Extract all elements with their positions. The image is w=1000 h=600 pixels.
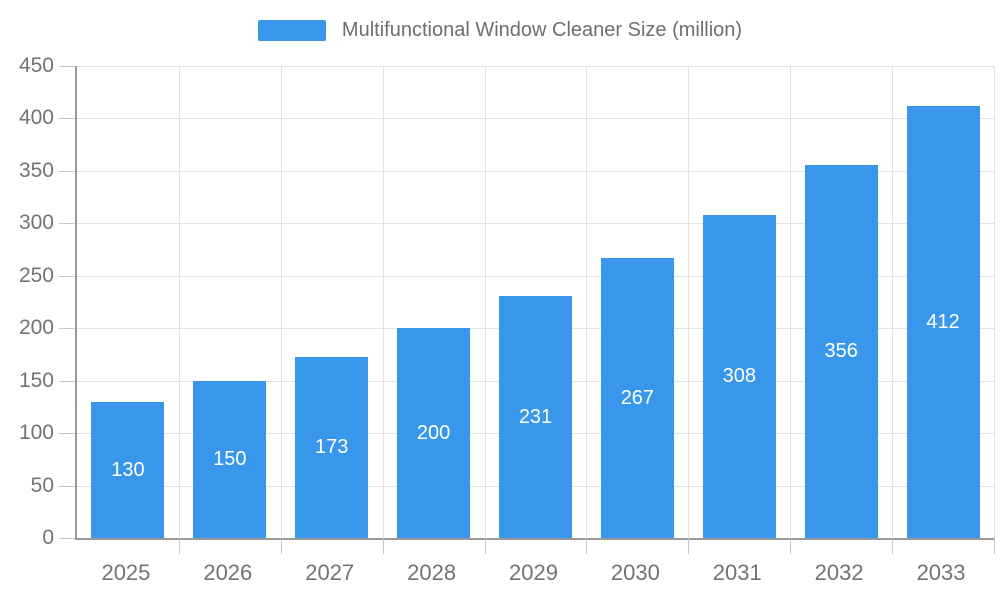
- x-axis-tick-label: 2030: [610, 560, 660, 585]
- bar-2033[interactable]: 412: [906, 105, 980, 538]
- x-axis-tick-label: 2033: [916, 560, 966, 585]
- y-axis-tick: [59, 433, 75, 435]
- gridline-vertical: [484, 66, 486, 538]
- x-axis-tick: [994, 538, 995, 554]
- gridline-vertical: [178, 66, 180, 538]
- bar-value-label: 173: [315, 436, 349, 459]
- gridline-horizontal: [77, 170, 994, 172]
- y-axis-tick: [59, 328, 75, 330]
- x-axis-tick: [382, 538, 384, 554]
- gridline-vertical: [586, 66, 588, 538]
- legend: Multifunctional Window Cleaner Size (mil…: [0, 18, 1000, 42]
- x-axis-tick: [484, 538, 486, 554]
- x-axis-tick-label: 2027: [305, 560, 355, 585]
- gridline-vertical: [790, 66, 792, 538]
- y-axis-labels: 0 50 100 150 200 250 300 350 400 450: [0, 0, 54, 600]
- x-axis-tick-label: 2029: [509, 560, 558, 585]
- x-axis-labels: 2025 2026 2027 2028 2029 2030 2031 2032 2033: [75, 560, 992, 590]
- y-axis-tick-label: 350: [18, 158, 54, 182]
- x-axis-tick: [892, 538, 894, 554]
- bar-value-label: 412: [926, 310, 960, 333]
- y-axis-tick-label: 300: [18, 211, 54, 235]
- bar-value-label: 231: [518, 405, 553, 428]
- bar-2025[interactable]: 130: [91, 401, 165, 538]
- bar-value-label: 150: [213, 448, 247, 471]
- y-axis-tick-label: 250: [18, 263, 54, 287]
- x-axis-tick-label: 2025: [101, 560, 151, 585]
- legend-label: Multifunctional Window Cleaner Size (mil…: [341, 19, 743, 41]
- bar-value-label: 200: [416, 422, 451, 445]
- y-axis-tick: [59, 380, 75, 382]
- y-axis-tick-label: 200: [18, 316, 54, 340]
- y-axis-tick-label: 150: [18, 368, 54, 392]
- bar-value-label: 356: [824, 340, 858, 363]
- bar-value-label: 130: [111, 458, 145, 481]
- gridline-vertical: [382, 66, 384, 538]
- y-axis-tick: [59, 170, 75, 172]
- bar-2028[interactable]: 200: [397, 328, 471, 538]
- y-axis-tick: [59, 485, 75, 487]
- bar-2027[interactable]: 173: [295, 356, 369, 538]
- y-axis-tick-label: 400: [18, 106, 54, 130]
- legend-swatch-icon: [257, 19, 326, 41]
- x-axis-tick-label: 2031: [712, 560, 762, 585]
- x-axis-tick: [280, 538, 282, 554]
- x-axis-tick-label: 2028: [407, 560, 457, 585]
- bar-value-label: 308: [722, 365, 756, 388]
- y-axis-tick: [59, 275, 75, 277]
- y-axis-tick: [59, 118, 75, 120]
- legend-item[interactable]: Multifunctional Window Cleaner Size (mil…: [257, 18, 743, 42]
- bar-2031[interactable]: 308: [702, 214, 776, 538]
- x-axis-tick: [688, 538, 690, 554]
- x-axis-tick: [790, 538, 792, 554]
- gridline-horizontal: [77, 223, 994, 225]
- gridline-horizontal: [77, 66, 994, 67]
- gridline-vertical: [892, 66, 894, 538]
- bar-2032[interactable]: 356: [804, 164, 878, 538]
- y-axis-tick: [59, 66, 75, 67]
- x-axis-tick-label: 2032: [814, 560, 864, 585]
- plot-area: 130 150 173 200 231 267 308 356 412: [59, 66, 995, 554]
- gridline-vertical: [280, 66, 282, 538]
- x-axis-tick: [178, 538, 180, 554]
- x-axis-tick: [586, 538, 588, 554]
- bar-2026[interactable]: 150: [193, 380, 267, 538]
- bar-value-label: 267: [620, 386, 655, 409]
- y-axis-tick-label: 0: [42, 526, 54, 549]
- gridline-vertical: [688, 66, 690, 538]
- y-axis-tick: [59, 538, 75, 539]
- y-axis-tick: [59, 223, 75, 225]
- gridline-horizontal: [77, 275, 994, 277]
- gridline-vertical: [994, 66, 995, 538]
- y-axis-tick-label: 450: [18, 54, 54, 77]
- y-axis-tick-label: 100: [18, 421, 54, 445]
- gridline-horizontal: [77, 118, 994, 120]
- bar-2029[interactable]: 231: [499, 295, 572, 538]
- x-axis-tick-label: 2026: [203, 560, 253, 585]
- y-axis-tick-label: 50: [30, 473, 54, 497]
- bar-2030[interactable]: 267: [600, 257, 674, 538]
